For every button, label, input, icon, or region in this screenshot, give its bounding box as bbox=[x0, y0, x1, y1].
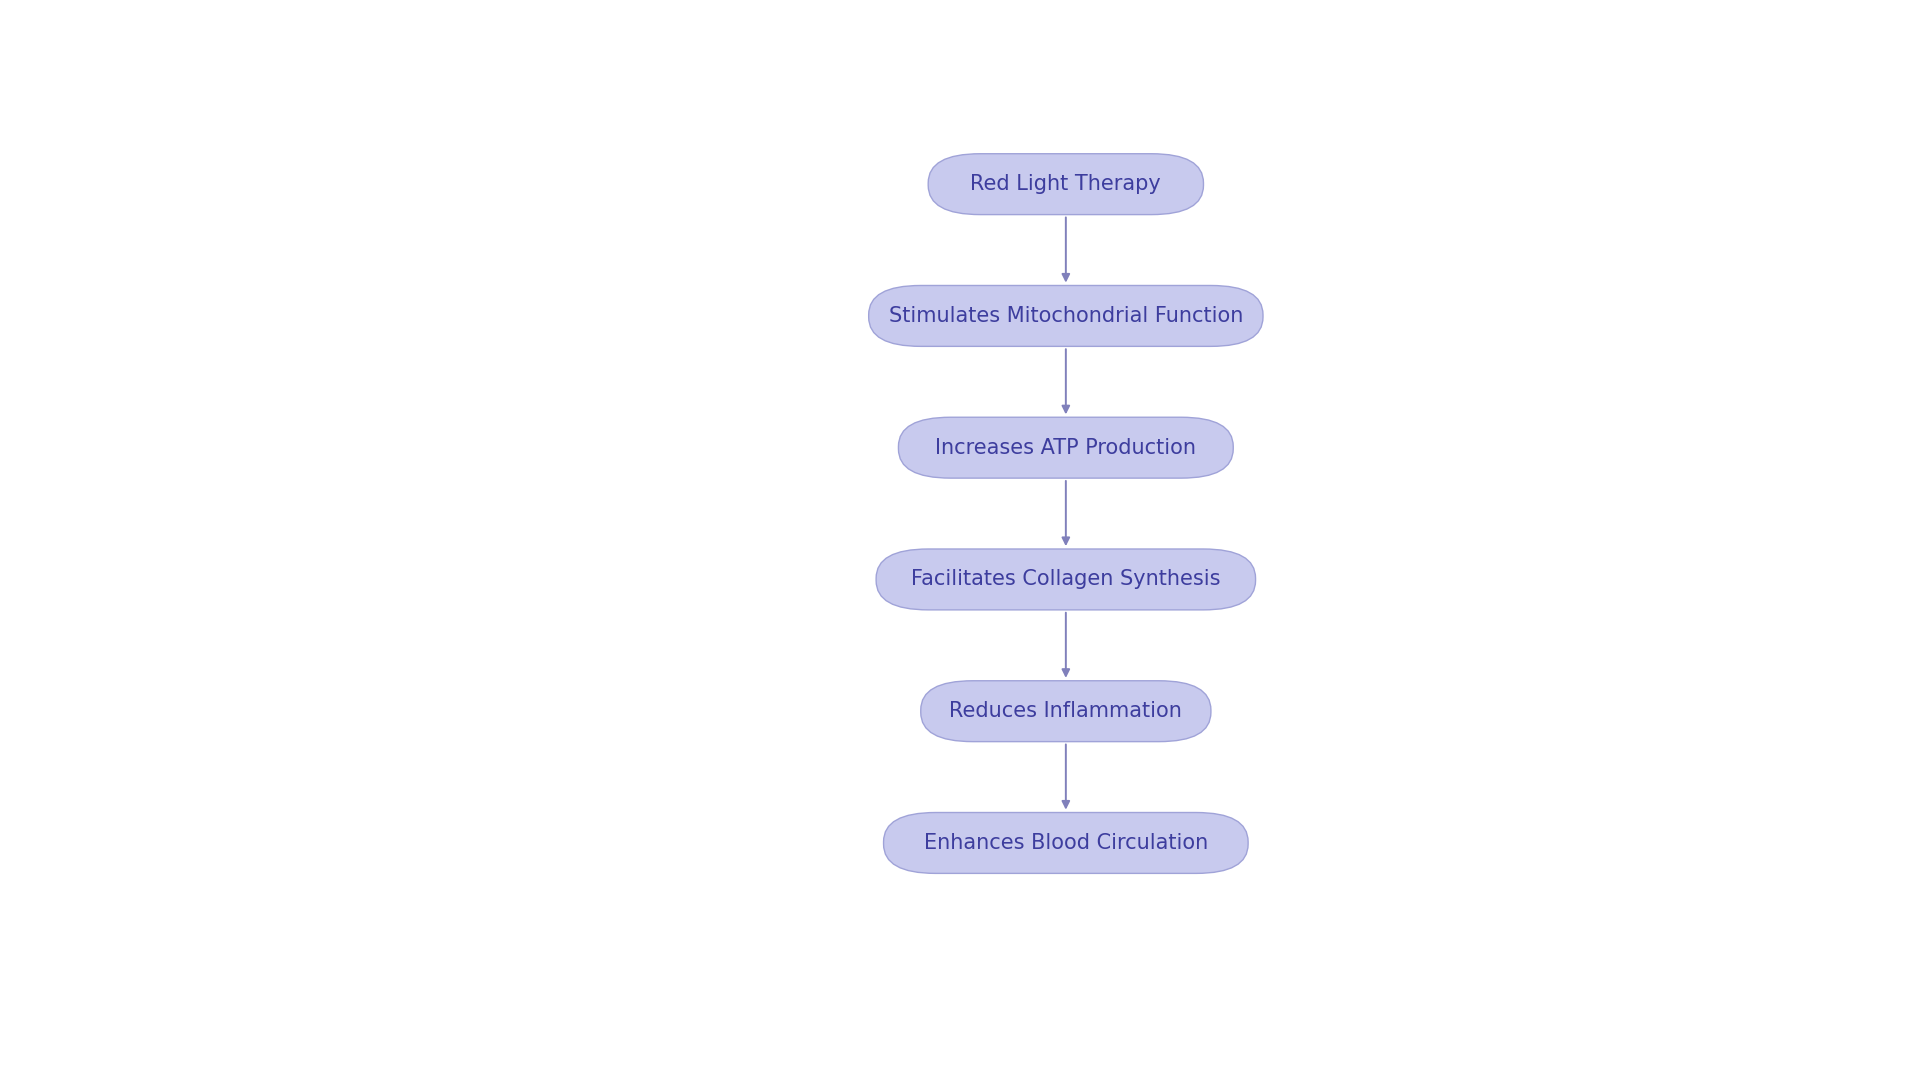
Text: Red Light Therapy: Red Light Therapy bbox=[970, 174, 1162, 194]
FancyBboxPatch shape bbox=[883, 812, 1248, 873]
FancyBboxPatch shape bbox=[899, 417, 1233, 478]
FancyBboxPatch shape bbox=[876, 549, 1256, 610]
FancyBboxPatch shape bbox=[927, 154, 1204, 214]
Text: Facilitates Collagen Synthesis: Facilitates Collagen Synthesis bbox=[912, 570, 1221, 589]
FancyBboxPatch shape bbox=[922, 681, 1212, 742]
Text: Enhances Blood Circulation: Enhances Blood Circulation bbox=[924, 833, 1208, 853]
Text: Increases ATP Production: Increases ATP Production bbox=[935, 438, 1196, 458]
Text: Reduces Inflammation: Reduces Inflammation bbox=[948, 701, 1183, 721]
FancyBboxPatch shape bbox=[868, 286, 1263, 347]
Text: Stimulates Mitochondrial Function: Stimulates Mitochondrial Function bbox=[889, 305, 1242, 326]
